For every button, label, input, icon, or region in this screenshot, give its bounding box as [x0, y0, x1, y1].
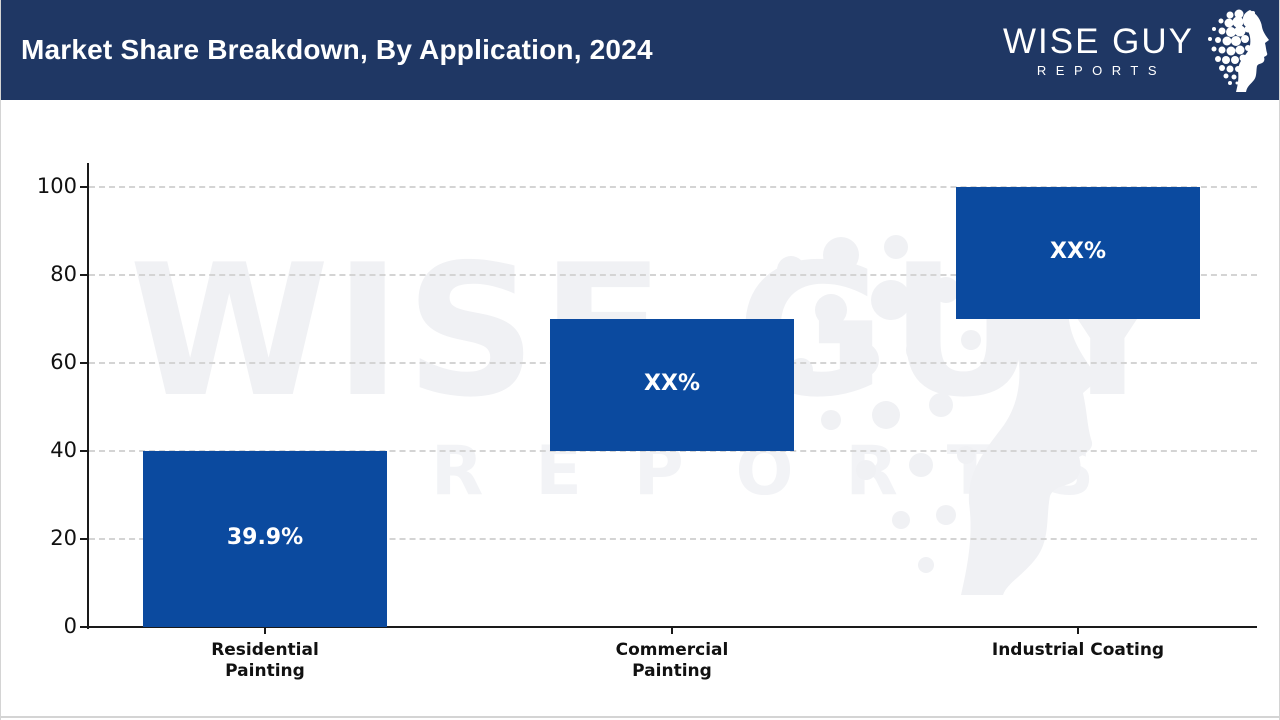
- y-tick-label-80: 80: [50, 262, 77, 286]
- y-tick-mark-80: [80, 274, 88, 276]
- y-tick-label-0: 0: [63, 614, 77, 638]
- bar-commercial-painting: [550, 319, 794, 452]
- y-tick-label-100: 100: [36, 174, 77, 198]
- x-category-label-line: Commercial: [615, 640, 729, 660]
- gridline-y100: [89, 186, 1257, 188]
- logo-wordmark: WISE GUY REPORTS: [1002, 21, 1194, 78]
- gridline-y80: [89, 274, 1257, 276]
- y-tick-mark-60: [80, 362, 88, 364]
- x-category-label-commercial-painting: Commercial Painting: [512, 640, 832, 682]
- wise-guy-reports-logo: WISE GUY REPORTS: [1003, 8, 1270, 92]
- y-tick-label-20: 20: [50, 526, 77, 550]
- x-category-label-line: Residential: [211, 640, 319, 660]
- bar-value-label-commercial-painting: XX%: [644, 371, 700, 397]
- y-tick-mark-20: [80, 538, 88, 540]
- bar-residential-painting: [143, 451, 387, 627]
- figure-bottom-border: [1, 716, 1279, 718]
- header-bar: Market Share Breakdown, By Application, …: [1, 0, 1279, 100]
- y-tick-label-40: 40: [50, 438, 77, 462]
- y-tick-label-60: 60: [50, 350, 77, 374]
- gridline-y20: [89, 538, 1257, 540]
- x-category-label-industrial-coating: Industrial Coating: [918, 640, 1238, 661]
- bar-value-label-industrial-coating: XX%: [1050, 239, 1106, 264]
- chart-title: Market Share Breakdown, By Application, …: [21, 34, 653, 65]
- x-category-label-line: Painting: [225, 661, 305, 681]
- y-tick-mark-0: [80, 626, 88, 628]
- x-category-label-line: Industrial Coating: [991, 640, 1165, 660]
- y-tick-mark-40: [80, 450, 88, 452]
- logo-wordmark-line1: WISE GUY: [1002, 21, 1194, 61]
- logo-wordmark-line2: REPORTS: [1036, 62, 1167, 78]
- y-axis-line: [87, 163, 89, 629]
- x-tick-mark-commercial-painting: [671, 627, 673, 634]
- x-category-label-line: Painting: [632, 661, 712, 681]
- x-category-label-residential-painting: Residential Painting: [105, 640, 425, 682]
- bar-value-label-residential-painting: 39.9%: [226, 525, 304, 551]
- logo-head-icon: [1208, 9, 1269, 92]
- x-tick-mark-industrial-coating: [1077, 627, 1079, 634]
- y-tick-mark-100: [80, 186, 88, 188]
- x-tick-mark-residential-painting: [264, 627, 266, 634]
